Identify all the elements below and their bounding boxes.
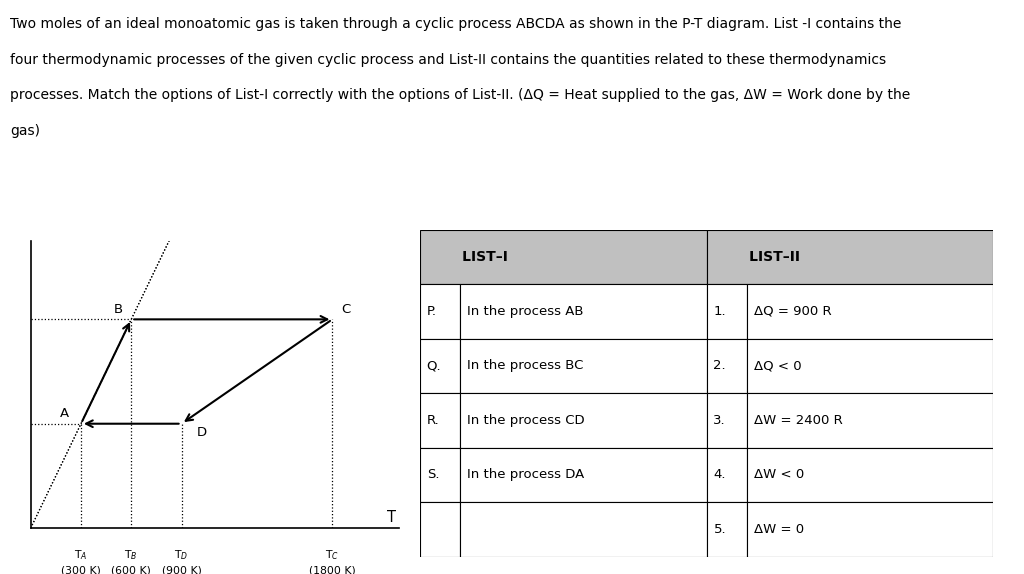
Text: Q.: Q.: [427, 359, 441, 373]
Bar: [707, 284, 746, 339]
Text: 5.: 5.: [714, 523, 726, 536]
Text: In the process CD: In the process CD: [467, 414, 585, 427]
Bar: [746, 502, 993, 557]
Text: T$_A$: T$_A$: [75, 548, 88, 562]
Text: D: D: [197, 426, 207, 439]
Text: LIST–II: LIST–II: [715, 250, 800, 264]
Text: Two moles of an ideal monoatomic gas is taken through a cyclic process ABCDA as : Two moles of an ideal monoatomic gas is …: [10, 17, 901, 31]
Text: T$_C$: T$_C$: [326, 548, 339, 562]
Bar: [707, 230, 993, 284]
Text: gas): gas): [10, 124, 40, 138]
Text: (1800 K): (1800 K): [309, 565, 355, 574]
Text: T$_D$: T$_D$: [174, 548, 188, 562]
Bar: [460, 448, 707, 502]
Bar: [420, 284, 460, 339]
Text: ΔW < 0: ΔW < 0: [754, 468, 804, 482]
Text: C: C: [341, 302, 350, 316]
Bar: [746, 339, 993, 393]
Text: T$_B$: T$_B$: [125, 548, 138, 562]
Text: four thermodynamic processes of the given cyclic process and List-II contains th: four thermodynamic processes of the give…: [10, 53, 887, 67]
Text: B: B: [114, 302, 123, 316]
Bar: [707, 502, 746, 557]
Text: 4.: 4.: [714, 468, 726, 482]
Text: 1.: 1.: [714, 305, 726, 318]
Text: (300 K): (300 K): [61, 565, 101, 574]
Text: (900 K): (900 K): [162, 565, 202, 574]
Text: In the process DA: In the process DA: [467, 468, 584, 482]
Bar: [460, 339, 707, 393]
Text: A: A: [59, 407, 69, 420]
Bar: [420, 502, 460, 557]
Text: ΔW = 0: ΔW = 0: [754, 523, 804, 536]
Text: 3.: 3.: [714, 414, 726, 427]
Bar: [707, 339, 746, 393]
Bar: [746, 393, 993, 448]
Text: In the process BC: In the process BC: [467, 359, 584, 373]
Text: S.: S.: [427, 468, 439, 482]
Bar: [420, 339, 460, 393]
Text: R.: R.: [427, 414, 439, 427]
Text: ΔQ = 900 R: ΔQ = 900 R: [754, 305, 831, 318]
Text: (600 K): (600 K): [112, 565, 152, 574]
Text: LIST–I: LIST–I: [428, 250, 508, 264]
Bar: [460, 502, 707, 557]
Bar: [460, 393, 707, 448]
Text: 2.: 2.: [714, 359, 726, 373]
Bar: [746, 284, 993, 339]
Text: ΔQ < 0: ΔQ < 0: [754, 359, 801, 373]
Bar: [420, 230, 707, 284]
Bar: [460, 284, 707, 339]
Text: processes. Match the options of List-I correctly with the options of List-II. (Δ: processes. Match the options of List-I c…: [10, 88, 910, 102]
Bar: [420, 448, 460, 502]
Bar: [746, 448, 993, 502]
Bar: [707, 393, 746, 448]
Text: P.: P.: [427, 305, 436, 318]
Bar: [707, 448, 746, 502]
Text: T: T: [387, 510, 395, 525]
Text: ΔW = 2400 R: ΔW = 2400 R: [754, 414, 843, 427]
Bar: [420, 393, 460, 448]
Text: In the process AB: In the process AB: [467, 305, 584, 318]
